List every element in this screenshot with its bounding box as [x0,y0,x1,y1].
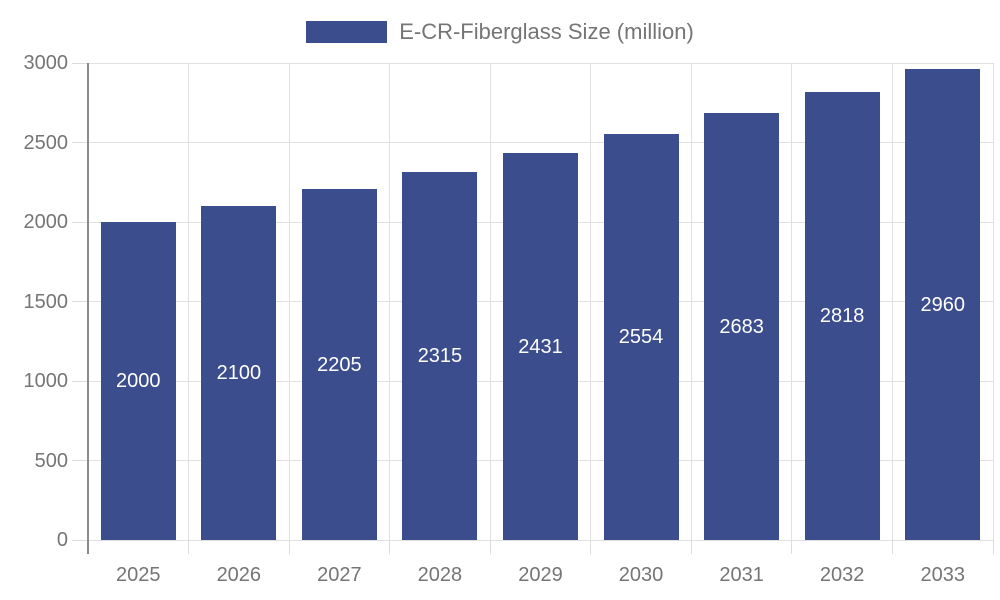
x-gridline [992,63,994,540]
bar [804,91,880,540]
bar [905,69,981,540]
y-axis-tick [72,380,88,382]
bar [402,171,478,540]
y-axis-tick [72,460,88,461]
x-axis-tick [891,540,893,554]
x-axis-tick [389,540,391,554]
legend-label: E-CR-Fiberglass Size (million) [399,19,694,44]
bar-value-label: 2431 [518,335,563,358]
y-axis-tick-label: 1000 [23,370,69,392]
y-axis-tick-label: 1500 [23,290,69,313]
bar [603,133,679,540]
legend-swatch [306,21,388,43]
y-axis-tick-label: 2000 [23,211,69,233]
bar-value-label: 2000 [116,370,161,392]
bar [704,113,780,540]
x-axis-tick [288,540,290,554]
y-axis-tick [72,62,88,64]
x-axis-tick-label: 2027 [317,564,362,586]
x-axis-tick-label: 2026 [216,564,262,586]
bar [100,222,176,540]
x-axis-tick [690,540,692,554]
bar-value-label: 2100 [216,362,262,385]
x-gridline [590,63,592,540]
bar [301,189,377,540]
x-axis-tick [992,540,994,554]
x-axis-tick-label: 2032 [819,564,865,586]
y-gridline [88,539,993,541]
x-gridline [690,63,692,540]
y-axis-tick [72,221,88,223]
y-axis-tick [72,301,88,302]
x-gridline [288,63,290,540]
x-gridline [489,63,491,540]
bar-value-label: 2315 [417,344,463,367]
y-axis-tick [72,142,88,143]
y-axis-line [87,63,89,554]
y-axis-tick-label: 2500 [23,131,69,154]
bar [503,153,578,540]
bar-value-label: 2554 [618,325,664,348]
x-gridline [891,63,893,540]
y-axis-tick-label: 3000 [23,52,69,74]
x-axis-tick [489,540,491,554]
x-axis-tick [188,540,190,554]
bar-value-label: 2683 [719,315,764,338]
bar-value-label: 2205 [317,353,362,376]
x-axis-tick-label: 2028 [417,564,463,586]
x-axis-tick-label: 2030 [618,564,664,586]
x-gridline [389,63,391,540]
y-axis-tick-label: 500 [34,449,68,472]
x-gridline [188,63,190,540]
y-axis-tick-label: 0 [56,529,68,551]
bar-value-label: 2960 [920,293,965,316]
bar-value-label: 2818 [819,304,865,327]
x-gridline [791,63,793,540]
x-axis-tick [590,540,592,554]
y-gridline [88,142,993,143]
x-axis-tick-label: 2025 [116,564,161,586]
x-axis-tick-label: 2029 [518,564,563,586]
x-axis-tick [791,540,793,554]
bar [201,206,277,540]
x-axis-tick-label: 2031 [719,564,764,586]
legend-item[interactable]: E-CR-Fiberglass Size (million) [0,19,1000,45]
y-gridline [88,62,993,64]
x-axis-tick-label: 2033 [920,564,965,586]
y-axis-tick [72,539,88,541]
